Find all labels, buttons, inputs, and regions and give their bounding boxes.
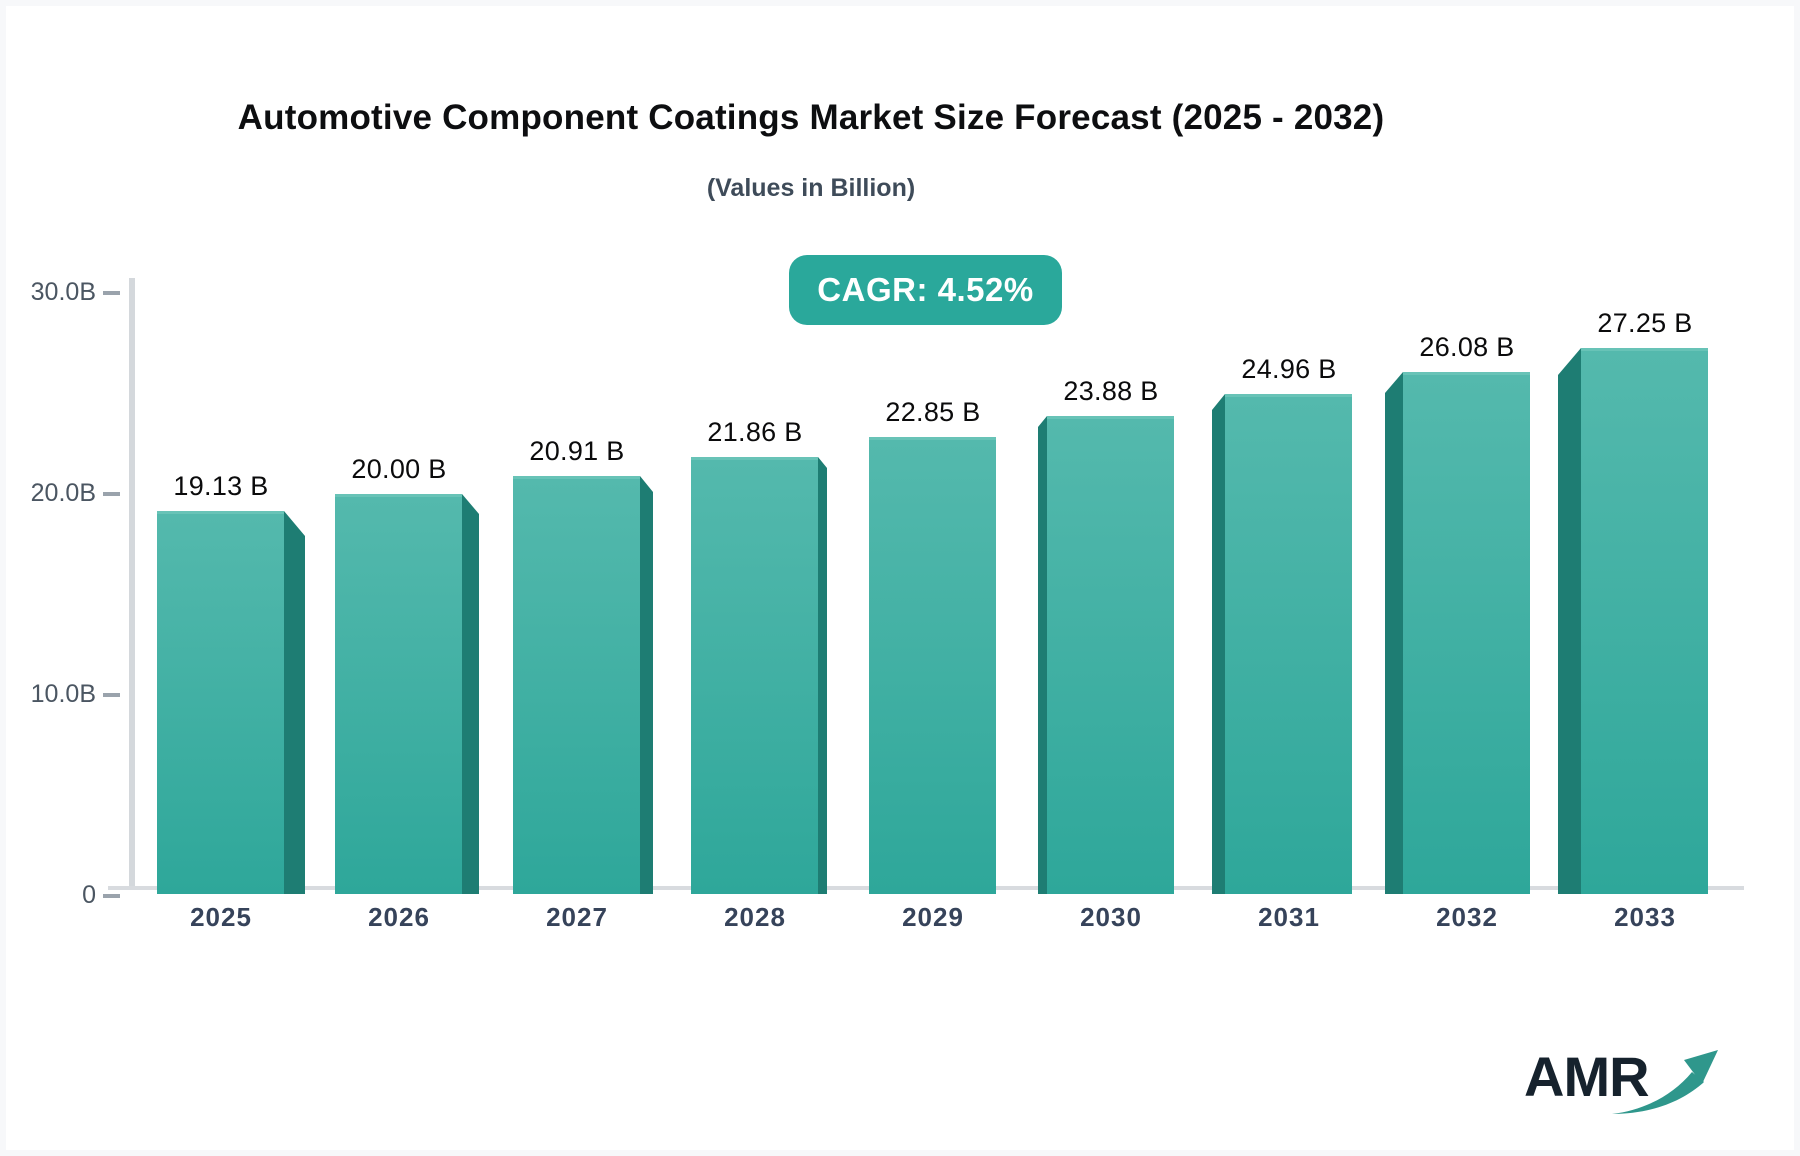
x-category-label: 2029 [902,902,964,932]
bar-value-label: 20.91 B [529,436,625,466]
bar-face [1047,416,1174,894]
cagr-badge-label: CAGR: 4.52% [817,271,1034,308]
bar-face [335,494,462,894]
bar-face [1581,348,1708,894]
bar-value-label: 20.00 B [351,454,447,484]
amr-logo: AMR [1524,1045,1718,1114]
bar-face [869,437,996,894]
bar-3d-side [818,457,827,894]
bar-3d-side [1212,394,1225,894]
bar-3d-side [284,511,305,894]
x-category-label: 2026 [368,902,430,932]
bar-value-label: 24.96 B [1241,354,1337,384]
y-tick-dash [103,894,120,898]
bar-2029 [869,437,996,894]
x-category-label: 2033 [1614,902,1676,932]
y-tick-label: 10.0B [30,680,96,708]
bar-2026 [335,494,479,894]
x-category-label: 2028 [724,902,786,932]
bar-2027 [513,476,653,894]
bar-3d-side [1558,348,1581,894]
bar-2028 [691,457,827,894]
bar-face [157,511,284,894]
cagr-badge: CAGR: 4.52% [789,255,1062,325]
x-category-label: 2027 [546,902,608,932]
bar-3d-side [1038,416,1047,894]
bar-2025 [157,511,305,894]
y-axis-line [129,278,135,890]
bar-value-label: 27.25 B [1597,308,1693,338]
bar-3d-side [640,476,653,894]
bar-face [691,457,818,894]
x-category-label: 2032 [1436,902,1498,932]
x-category-label: 2031 [1258,902,1320,932]
chart-title: Automotive Component Coatings Market Siz… [237,98,1385,137]
y-tick-label: 0 [82,881,96,909]
amr-logo-arrowhead-icon [1684,1050,1718,1084]
bar-value-label: 23.88 B [1063,376,1159,406]
y-tick-label: 30.0B [30,278,96,306]
bar-face [1225,394,1352,894]
bar-value-label: 21.86 B [707,417,803,447]
bar-face [513,476,640,894]
bar-2030 [1038,416,1174,894]
chart-subtitle: (Values in Billion) [706,174,916,202]
bar-value-label: 19.13 B [173,471,269,501]
bar-value-label: 26.08 B [1419,332,1515,362]
bar-2033 [1558,348,1708,894]
bar-value-label: 22.85 B [885,397,981,427]
bar-face [1403,372,1530,894]
amr-logo-text: AMR [1524,1045,1649,1108]
y-tick-dash [103,291,120,295]
bar-3d-side [462,494,479,894]
amr-logo-arrow-icon [1612,1072,1704,1114]
x-category-label: 2030 [1080,902,1142,932]
y-tick-dash [103,693,120,697]
bar-2032 [1385,372,1530,894]
x-category-label: 2025 [190,902,252,932]
bar-3d-side [1385,372,1403,894]
y-tick-label: 20.0B [30,479,96,507]
chart-card: Automotive Component Coatings Market Siz… [6,6,1794,1150]
y-tick-dash [103,492,120,496]
bar-2031 [1212,394,1352,894]
